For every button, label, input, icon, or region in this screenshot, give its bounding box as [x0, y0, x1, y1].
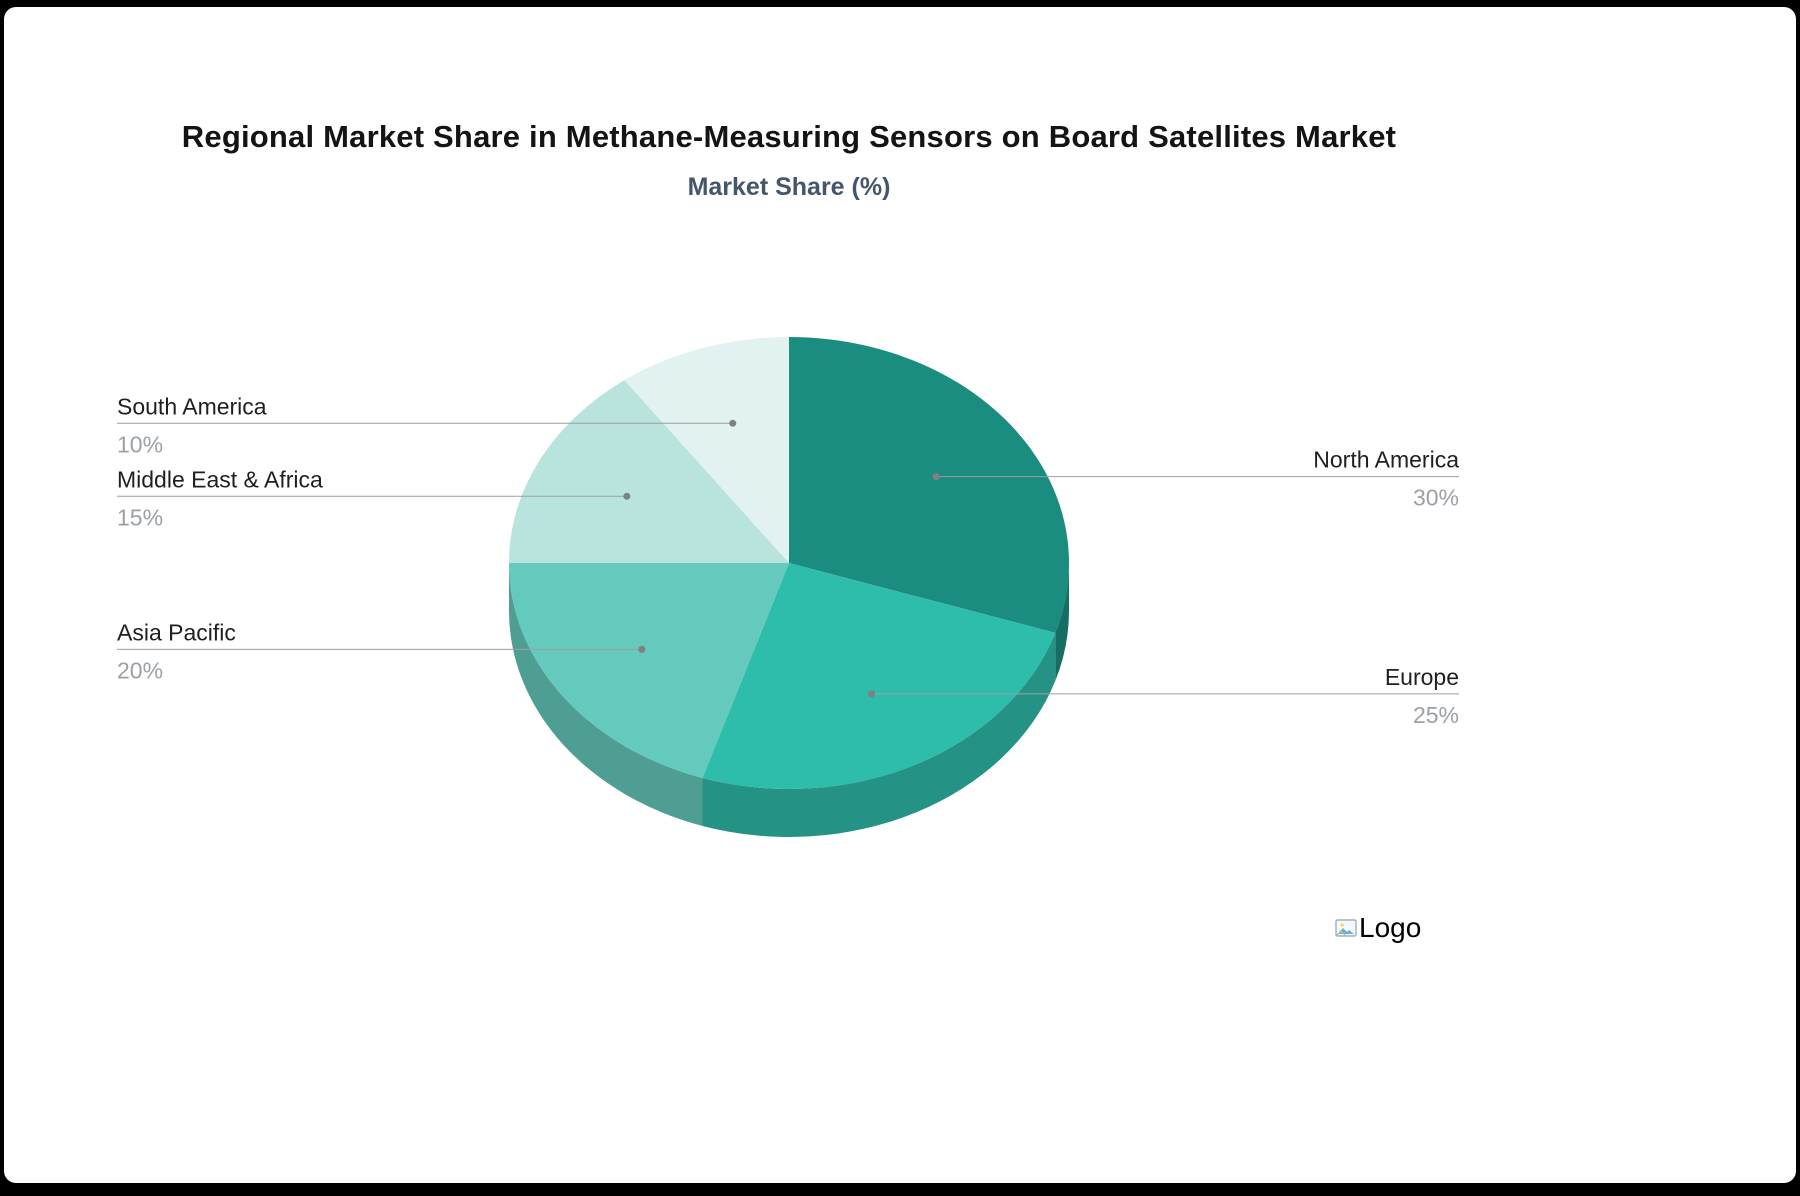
logo-text: Logo: [1359, 912, 1422, 943]
pie-slice-depth-europe: [702, 632, 1056, 837]
slice-value-asia-pacific: 20%: [117, 657, 163, 683]
slice-value-middle-east-africa: 15%: [117, 504, 163, 530]
slice-value-north-america: 30%: [1413, 485, 1459, 511]
slice-value-europe: 25%: [1413, 702, 1459, 728]
pie-slice-middle-east-africa[interactable]: [509, 380, 789, 563]
pie-slice-europe[interactable]: [702, 563, 1056, 789]
leader-dot-south-america: [729, 419, 737, 427]
broken-image-icon: [1335, 919, 1357, 937]
chart-page: Regional Market Share in Methane-Measuri…: [4, 7, 1796, 1183]
pie-slice-asia-pacific[interactable]: [509, 563, 789, 778]
pie-chart: North America 30% Europe 25% Asia Pacific 20%…: [117, 337, 1459, 837]
logo: Logo: [1334, 908, 1421, 948]
slice-label-south-america: South America: [117, 393, 267, 419]
pie-slice-depth-north-america: [1055, 563, 1069, 681]
chart-subtitle: Market Share (%): [687, 173, 891, 201]
pie-slice-south-america[interactable]: [624, 337, 789, 563]
slice-label-asia-pacific: Asia Pacific: [117, 619, 236, 645]
pie-slice-north-america[interactable]: [789, 337, 1069, 633]
leader-dot-asia-pacific: [638, 645, 646, 653]
slice-label-europe: Europe: [1385, 664, 1459, 690]
leader-dot-middle-east-africa: [623, 492, 631, 500]
chart-title: Regional Market Share in Methane-Measuri…: [181, 119, 1397, 154]
slice-value-south-america: 10%: [117, 431, 163, 457]
leader-dot-europe: [868, 690, 876, 698]
slice-label-middle-east-africa: Middle East & Africa: [117, 466, 323, 492]
leader-dot-north-america: [932, 473, 940, 481]
slice-label-north-america: North America: [1313, 447, 1459, 473]
pie-slice-depth-asia-pacific: [509, 563, 703, 826]
